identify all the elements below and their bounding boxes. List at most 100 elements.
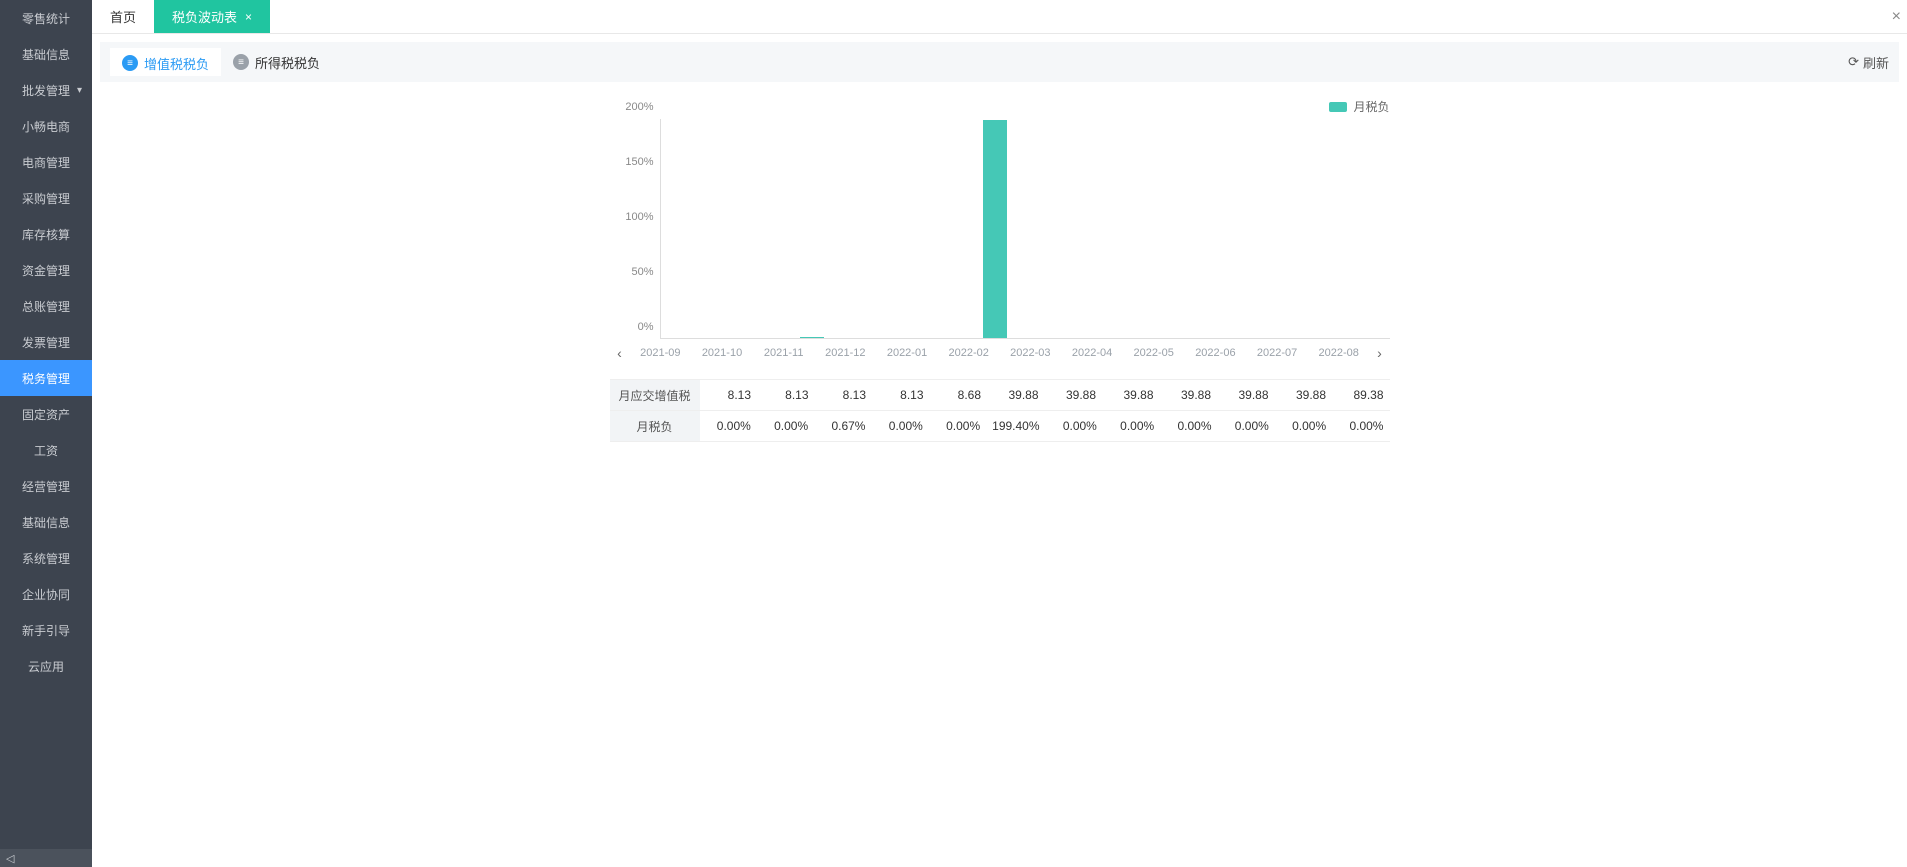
x-tick-label: 2021-10 xyxy=(691,347,753,359)
x-tick-label: 2022-04 xyxy=(1061,347,1123,359)
table-cell: 199.40% xyxy=(986,411,1045,441)
sidebar-item-9[interactable]: 发票管理 xyxy=(0,324,92,360)
sidebar-item-17[interactable]: 新手引导 xyxy=(0,612,92,648)
tab-active-label: 税负波动表 xyxy=(172,7,237,26)
table-cell: 39.88 xyxy=(1160,380,1218,410)
sidebar-item-4[interactable]: 电商管理 xyxy=(0,144,92,180)
x-tick-label: 2022-02 xyxy=(938,347,1000,359)
y-axis-labels: 0%50%100%150%200% xyxy=(610,119,660,339)
sidebar-item-6[interactable]: 库存核算 xyxy=(0,216,92,252)
sidebar-item-label: 工资 xyxy=(34,442,58,459)
subtab-1[interactable]: ≡ 所得税税负 xyxy=(221,48,332,76)
table-cell: 39.88 xyxy=(1275,380,1333,410)
chart-next-icon[interactable]: › xyxy=(1370,345,1390,361)
sidebar-item-7[interactable]: 资金管理 xyxy=(0,252,92,288)
top-tabs: 首页 税负波动表 × × xyxy=(92,0,1907,34)
table-cell: 0.00% xyxy=(929,411,986,441)
sidebar-item-16[interactable]: 企业协同 xyxy=(0,576,92,612)
table-row-cells: 8.138.138.138.138.6839.8839.8839.8839.88… xyxy=(700,380,1390,410)
sidebar-item-label: 批发管理 xyxy=(22,82,70,99)
sidebar-item-3[interactable]: 小畅电商 xyxy=(0,108,92,144)
sidebar-item-1[interactable]: 基础信息 xyxy=(0,36,92,72)
sidebar-item-14[interactable]: 基础信息 xyxy=(0,504,92,540)
table-cell: 0.00% xyxy=(700,411,757,441)
sidebar-item-label: 电商管理 xyxy=(22,154,70,171)
subtab-label: 增值税税负 xyxy=(144,54,209,73)
sidebar-item-0[interactable]: 零售统计 xyxy=(0,0,92,36)
close-icon[interactable]: × xyxy=(245,10,252,24)
subtab-icon: ≡ xyxy=(233,54,249,70)
sidebar-item-label: 总账管理 xyxy=(22,298,70,315)
table-cell: 8.13 xyxy=(815,380,873,410)
tab-tax-fluctuation[interactable]: 税负波动表 × xyxy=(154,0,270,33)
sidebar-item-12[interactable]: 工资 xyxy=(0,432,92,468)
chart-bar xyxy=(800,337,824,338)
table-cell: 39.88 xyxy=(987,380,1045,410)
x-tick-label: 2022-08 xyxy=(1308,347,1370,359)
y-tick-label: 200% xyxy=(625,101,653,113)
x-tick-label: 2022-01 xyxy=(876,347,938,359)
sidebar-item-label: 企业协同 xyxy=(22,586,70,603)
y-tick-label: 50% xyxy=(631,266,653,278)
x-tick-label: 2021-09 xyxy=(630,347,692,359)
chart-bar xyxy=(983,120,1007,338)
data-table: 月应交增值税8.138.138.138.138.6839.8839.8839.8… xyxy=(610,379,1390,442)
chart-prev-icon[interactable]: ‹ xyxy=(610,345,630,361)
table-row: 月应交增值税8.138.138.138.138.6839.8839.8839.8… xyxy=(610,380,1390,411)
chart-area: 0%50%100%150%200% xyxy=(610,119,1390,339)
sidebar-collapse-button[interactable]: ◁ xyxy=(0,849,92,867)
table-row-cells: 0.00%0.00%0.67%0.00%0.00%199.40%0.00%0.0… xyxy=(700,411,1390,441)
sidebar: 零售统计基础信息批发管理▾小畅电商电商管理采购管理库存核算资金管理总账管理发票管… xyxy=(0,0,92,867)
table-cell: 39.88 xyxy=(1045,380,1103,410)
table-row-header: 月应交增值税 xyxy=(610,380,700,410)
content: 月税负 0%50%100%150%200% ‹ 2021-092021-1020… xyxy=(100,82,1899,859)
sidebar-item-label: 基础信息 xyxy=(22,46,70,63)
table-cell: 39.88 xyxy=(1217,380,1275,410)
main: 首页 税负波动表 × × ≡增值税税负≡所得税税负 ⟳ 刷新 月税负 0%50%… xyxy=(92,0,1907,867)
sidebar-item-10[interactable]: 税务管理 xyxy=(0,360,92,396)
sidebar-item-label: 基础信息 xyxy=(22,514,70,531)
subtab-0[interactable]: ≡ 增值税税负 xyxy=(110,48,221,76)
table-cell: 39.88 xyxy=(1102,380,1160,410)
table-cell: 0.00% xyxy=(1046,411,1103,441)
tab-home-label: 首页 xyxy=(110,7,136,26)
chart-plot xyxy=(660,119,1390,339)
subtab-icon: ≡ xyxy=(122,55,138,71)
table-cell: 0.67% xyxy=(814,411,871,441)
sidebar-item-5[interactable]: 采购管理 xyxy=(0,180,92,216)
sidebar-item-label: 云应用 xyxy=(28,658,64,675)
x-tick-label: 2022-05 xyxy=(1123,347,1185,359)
sidebar-item-label: 小畅电商 xyxy=(22,118,70,135)
x-tick-label: 2022-06 xyxy=(1185,347,1247,359)
refresh-label: 刷新 xyxy=(1863,53,1889,72)
table-cell: 0.00% xyxy=(1275,411,1332,441)
refresh-icon: ⟳ xyxy=(1848,54,1859,70)
table-cell: 8.13 xyxy=(757,380,815,410)
sidebar-item-label: 系统管理 xyxy=(22,550,70,567)
chart-legend: 月税负 xyxy=(610,98,1390,115)
y-tick-label: 100% xyxy=(625,211,653,223)
sidebar-item-15[interactable]: 系统管理 xyxy=(0,540,92,576)
table-cell: 0.00% xyxy=(871,411,928,441)
subtab-row: ≡ 增值税税负 ≡ 所得税税负 ⟳ 刷新 xyxy=(100,42,1899,82)
tab-home[interactable]: 首页 xyxy=(92,0,154,33)
table-cell: 89.38 xyxy=(1332,380,1390,410)
x-tick-label: 2022-03 xyxy=(1000,347,1062,359)
sidebar-item-11[interactable]: 固定资产 xyxy=(0,396,92,432)
x-axis-row: ‹ 2021-092021-102021-112021-122022-01202… xyxy=(610,345,1390,361)
table-cell: 0.00% xyxy=(1160,411,1217,441)
refresh-button[interactable]: ⟳ 刷新 xyxy=(1848,53,1889,72)
table-cell: 8.13 xyxy=(872,380,930,410)
sidebar-item-13[interactable]: 经营管理 xyxy=(0,468,92,504)
sidebar-item-2[interactable]: 批发管理▾ xyxy=(0,72,92,108)
table-cell: 0.00% xyxy=(1103,411,1160,441)
table-row: 月税负0.00%0.00%0.67%0.00%0.00%199.40%0.00%… xyxy=(610,411,1390,442)
y-tick-label: 150% xyxy=(625,156,653,168)
x-tick-label: 2022-07 xyxy=(1246,347,1308,359)
legend-label: 月税负 xyxy=(1353,98,1389,115)
sidebar-item-8[interactable]: 总账管理 xyxy=(0,288,92,324)
sidebar-item-18[interactable]: 云应用 xyxy=(0,648,92,684)
subtab-label: 所得税税负 xyxy=(255,53,320,72)
sidebar-item-label: 固定资产 xyxy=(22,406,70,423)
close-all-icon[interactable]: × xyxy=(1892,8,1901,26)
